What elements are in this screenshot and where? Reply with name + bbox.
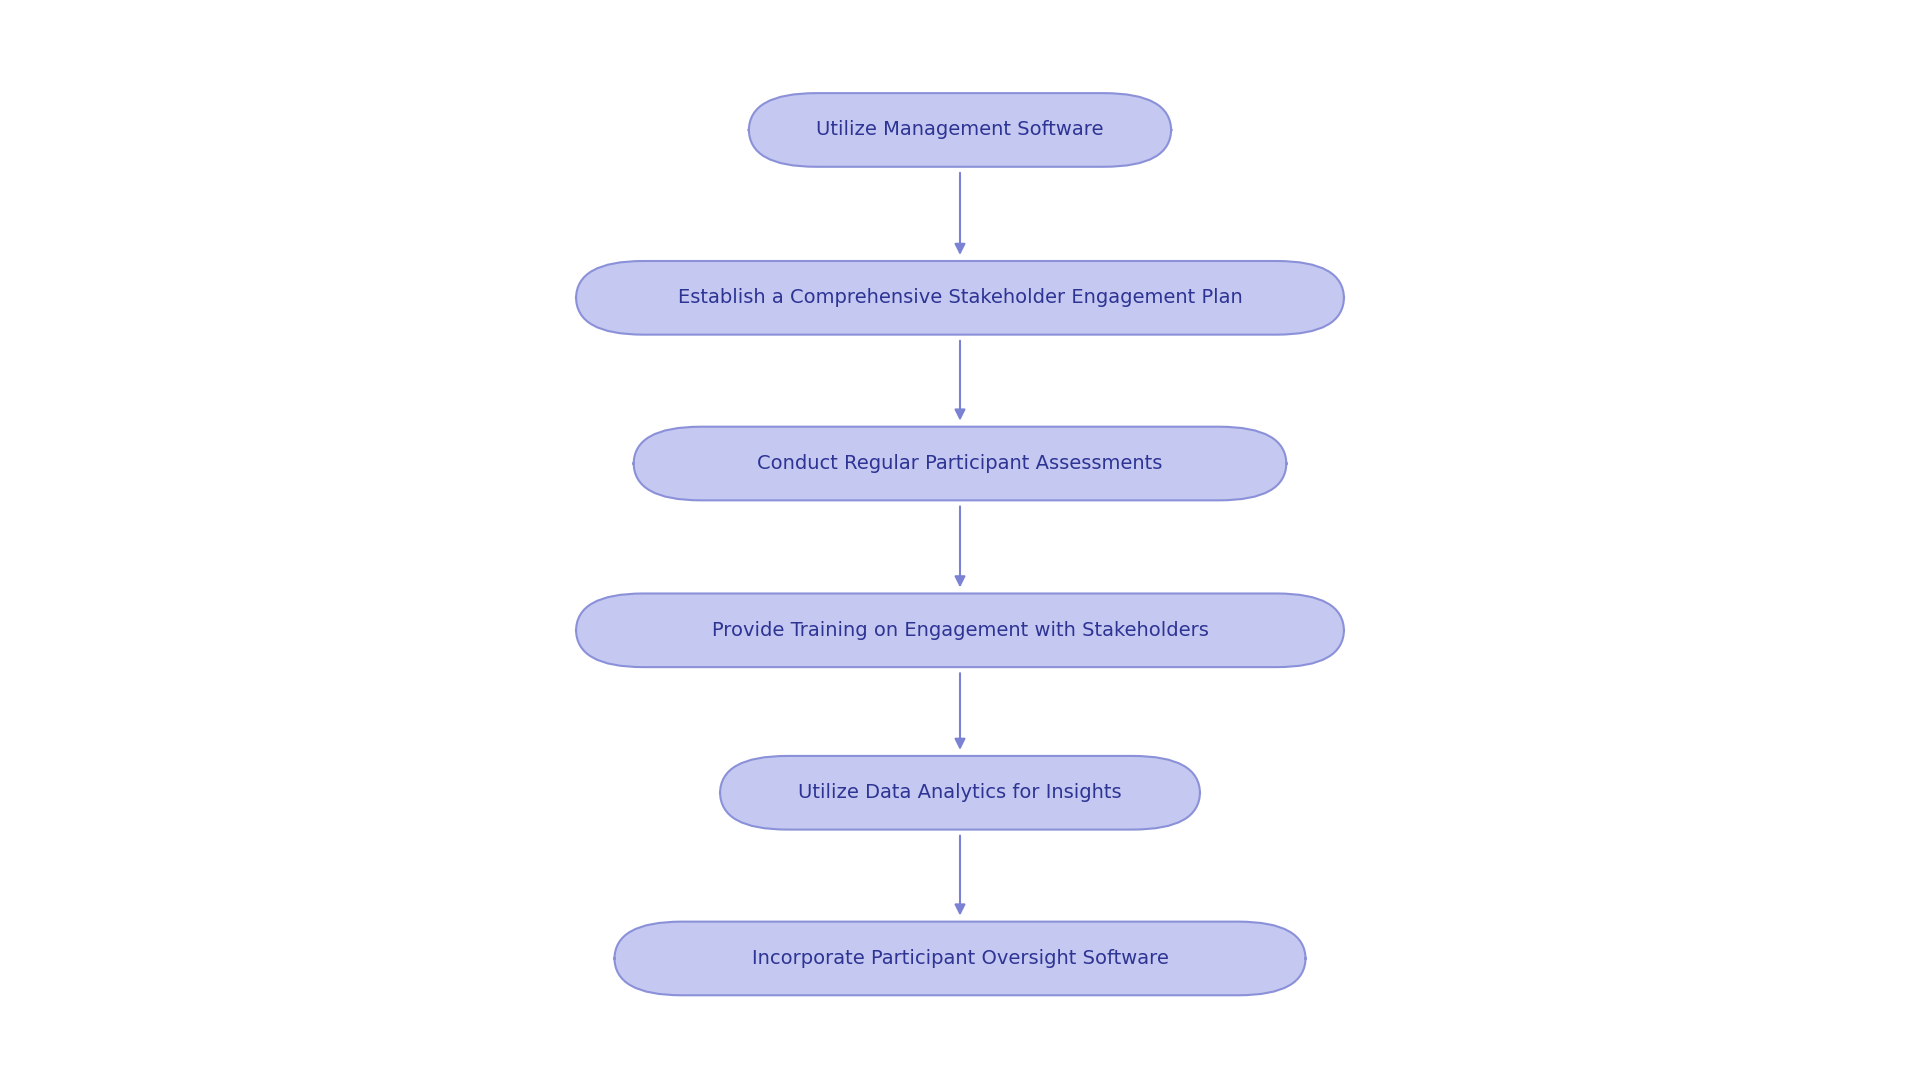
FancyBboxPatch shape xyxy=(576,261,1344,335)
FancyBboxPatch shape xyxy=(720,756,1200,830)
FancyBboxPatch shape xyxy=(614,922,1306,995)
FancyBboxPatch shape xyxy=(634,427,1286,500)
FancyBboxPatch shape xyxy=(749,93,1171,167)
FancyBboxPatch shape xyxy=(576,593,1344,667)
Text: Establish a Comprehensive Stakeholder Engagement Plan: Establish a Comprehensive Stakeholder En… xyxy=(678,288,1242,308)
Text: Utilize Management Software: Utilize Management Software xyxy=(816,120,1104,140)
Text: Provide Training on Engagement with Stakeholders: Provide Training on Engagement with Stak… xyxy=(712,621,1208,640)
Text: Incorporate Participant Oversight Software: Incorporate Participant Oversight Softwa… xyxy=(751,949,1169,968)
Text: Conduct Regular Participant Assessments: Conduct Regular Participant Assessments xyxy=(756,454,1164,473)
Text: Utilize Data Analytics for Insights: Utilize Data Analytics for Insights xyxy=(799,783,1121,803)
